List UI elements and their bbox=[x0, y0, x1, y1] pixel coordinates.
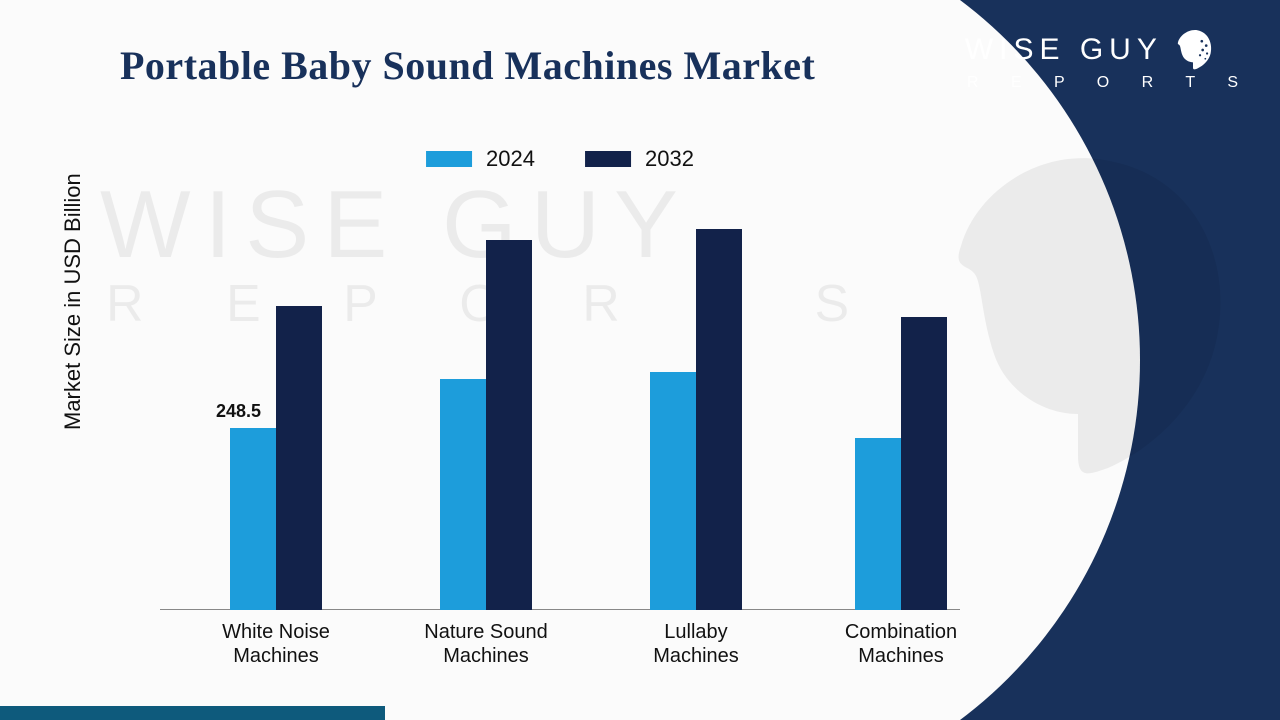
legend: 2024 2032 bbox=[426, 146, 694, 172]
logo-text-line1: WISE GUY bbox=[965, 33, 1163, 67]
legend-label-2024: 2024 bbox=[486, 146, 535, 172]
category-label: Nature Sound Machines bbox=[416, 620, 556, 668]
logo-head-icon bbox=[1171, 28, 1215, 72]
legend-item-2024: 2024 bbox=[426, 146, 535, 172]
bar bbox=[440, 379, 486, 610]
bottom-accent-bar bbox=[0, 706, 385, 720]
bar-group: Nature Sound Machines bbox=[440, 170, 580, 610]
bar bbox=[650, 372, 696, 610]
bar bbox=[230, 428, 276, 610]
bar bbox=[901, 317, 947, 610]
bar-value-label: 248.5 bbox=[216, 401, 261, 422]
legend-swatch-2024 bbox=[426, 151, 472, 167]
bar bbox=[696, 229, 742, 610]
category-label: Lullaby Machines bbox=[626, 620, 766, 668]
legend-label-2032: 2032 bbox=[645, 146, 694, 172]
bar-group: Combination Machines bbox=[855, 170, 995, 610]
category-label: Combination Machines bbox=[831, 620, 971, 668]
plot-area: 2024 2032 248.5White Noise MachinesNatur… bbox=[160, 170, 960, 610]
chart-area: Market Size in USD Billion 2024 2032 248… bbox=[70, 170, 970, 690]
legend-item-2032: 2032 bbox=[585, 146, 694, 172]
brand-logo: WISE GUY R E P O R T S bbox=[965, 28, 1252, 92]
chart-canvas: Portable Baby Sound Machines Market WISE… bbox=[0, 0, 1280, 720]
y-axis-label: Market Size in USD Billion bbox=[60, 173, 86, 430]
bar-group: Lullaby Machines bbox=[650, 170, 790, 610]
chart-title: Portable Baby Sound Machines Market bbox=[120, 42, 815, 89]
bars-container: 248.5White Noise Machines Nature Sound Ma… bbox=[160, 170, 960, 610]
bar bbox=[276, 306, 322, 610]
bar bbox=[486, 240, 532, 610]
category-label: White Noise Machines bbox=[206, 620, 346, 668]
logo-text-line2: R E P O R T S bbox=[965, 74, 1252, 92]
bar bbox=[855, 438, 901, 610]
bar-group: 248.5White Noise Machines bbox=[230, 170, 370, 610]
legend-swatch-2032 bbox=[585, 151, 631, 167]
